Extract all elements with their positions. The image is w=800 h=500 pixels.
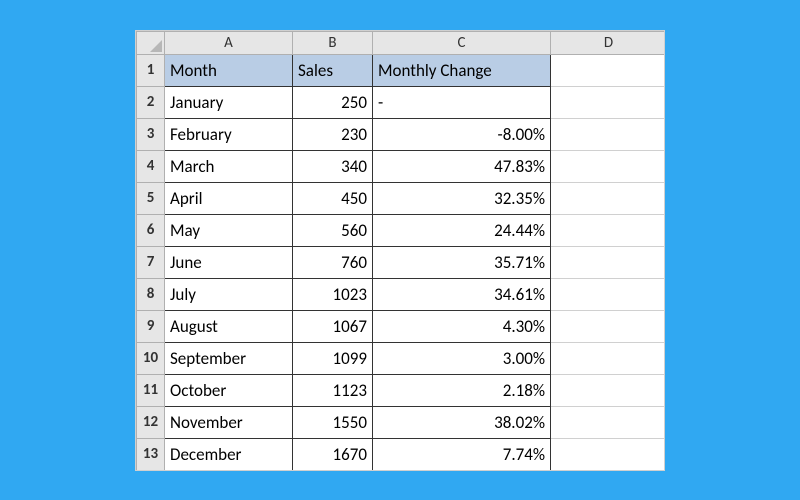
table-row: 12November155038.02% [137, 406, 666, 438]
column-header-row: A B C D [137, 31, 666, 54]
row-header[interactable]: 6 [137, 214, 165, 246]
cell-D[interactable] [551, 406, 666, 438]
cell-empty[interactable] [293, 470, 373, 471]
table-row: 5April45032.35% [137, 182, 666, 214]
cell-B[interactable]: 1099 [293, 342, 373, 374]
cell-D[interactable] [551, 438, 666, 470]
row-header[interactable] [137, 470, 165, 471]
column-header-A[interactable]: A [165, 31, 293, 54]
cell-D[interactable] [551, 342, 666, 374]
column-header-C[interactable]: C [373, 31, 551, 54]
cell-D[interactable] [551, 374, 666, 406]
cell-D[interactable] [551, 310, 666, 342]
cell-B[interactable]: 1550 [293, 406, 373, 438]
table-row: 3February230-8.00% [137, 118, 666, 150]
cell-A[interactable]: December [165, 438, 293, 470]
cell-B[interactable]: 1023 [293, 278, 373, 310]
row-header[interactable]: 12 [137, 406, 165, 438]
row-header[interactable]: 4 [137, 150, 165, 182]
table-row: 4March34047.83% [137, 150, 666, 182]
cell-C[interactable]: 3.00% [373, 342, 551, 374]
row-header[interactable]: 7 [137, 246, 165, 278]
cell-C[interactable]: 24.44% [373, 214, 551, 246]
cell-A[interactable]: January [165, 86, 293, 118]
table-row: 8July102334.61% [137, 278, 666, 310]
spreadsheet-window: A B C D 1MonthSalesMonthly Change2Januar… [135, 30, 665, 471]
cell-B[interactable]: Sales [293, 54, 373, 86]
column-header-D[interactable]: D [551, 31, 666, 54]
table-row: 7June76035.71% [137, 246, 666, 278]
cell-D[interactable] [551, 214, 666, 246]
table-row: 2January250- [137, 86, 666, 118]
cell-empty[interactable] [551, 470, 666, 471]
cell-B[interactable]: 250 [293, 86, 373, 118]
cell-C[interactable]: 32.35% [373, 182, 551, 214]
table-row [137, 470, 666, 471]
cell-A[interactable]: February [165, 118, 293, 150]
row-header[interactable]: 5 [137, 182, 165, 214]
cell-D[interactable] [551, 150, 666, 182]
cell-A[interactable]: April [165, 182, 293, 214]
cell-A[interactable]: March [165, 150, 293, 182]
cell-C[interactable]: - [373, 86, 551, 118]
cell-D[interactable] [551, 118, 666, 150]
cell-B[interactable]: 1067 [293, 310, 373, 342]
cell-D[interactable] [551, 182, 666, 214]
spreadsheet-grid[interactable]: A B C D 1MonthSalesMonthly Change2Januar… [136, 31, 665, 471]
cell-B[interactable]: 760 [293, 246, 373, 278]
row-header[interactable]: 9 [137, 310, 165, 342]
table-row: 10September10993.00% [137, 342, 666, 374]
row-header[interactable]: 11 [137, 374, 165, 406]
cell-A[interactable]: September [165, 342, 293, 374]
row-header[interactable]: 1 [137, 54, 165, 86]
cell-C[interactable]: -8.00% [373, 118, 551, 150]
table-row: 11October11232.18% [137, 374, 666, 406]
table-row: 1MonthSalesMonthly Change [137, 54, 666, 86]
cell-D[interactable] [551, 246, 666, 278]
cell-B[interactable]: 560 [293, 214, 373, 246]
cell-A[interactable]: June [165, 246, 293, 278]
cell-D[interactable] [551, 86, 666, 118]
cell-A[interactable]: November [165, 406, 293, 438]
cell-B[interactable]: 450 [293, 182, 373, 214]
cell-empty[interactable] [165, 470, 293, 471]
cell-B[interactable]: 1670 [293, 438, 373, 470]
cell-B[interactable]: 340 [293, 150, 373, 182]
table-row: 6May56024.44% [137, 214, 666, 246]
cell-C[interactable]: 4.30% [373, 310, 551, 342]
cell-A[interactable]: July [165, 278, 293, 310]
cell-A[interactable]: October [165, 374, 293, 406]
row-header[interactable]: 8 [137, 278, 165, 310]
cell-C[interactable]: 35.71% [373, 246, 551, 278]
cell-A[interactable]: August [165, 310, 293, 342]
cell-C[interactable]: 38.02% [373, 406, 551, 438]
cell-B[interactable]: 230 [293, 118, 373, 150]
cell-D[interactable] [551, 278, 666, 310]
cell-C[interactable]: Monthly Change [373, 54, 551, 86]
cell-C[interactable]: 7.74% [373, 438, 551, 470]
column-header-B[interactable]: B [293, 31, 373, 54]
cell-C[interactable]: 2.18% [373, 374, 551, 406]
row-header[interactable]: 13 [137, 438, 165, 470]
cell-A[interactable]: Month [165, 54, 293, 86]
select-all-corner[interactable] [137, 31, 165, 54]
table-row: 13December16707.74% [137, 438, 666, 470]
row-header[interactable]: 10 [137, 342, 165, 374]
cell-D[interactable] [551, 54, 666, 86]
row-header[interactable]: 2 [137, 86, 165, 118]
cell-empty[interactable] [373, 470, 551, 471]
cell-C[interactable]: 34.61% [373, 278, 551, 310]
cell-A[interactable]: May [165, 214, 293, 246]
table-row: 9August10674.30% [137, 310, 666, 342]
row-header[interactable]: 3 [137, 118, 165, 150]
cell-B[interactable]: 1123 [293, 374, 373, 406]
cell-C[interactable]: 47.83% [373, 150, 551, 182]
